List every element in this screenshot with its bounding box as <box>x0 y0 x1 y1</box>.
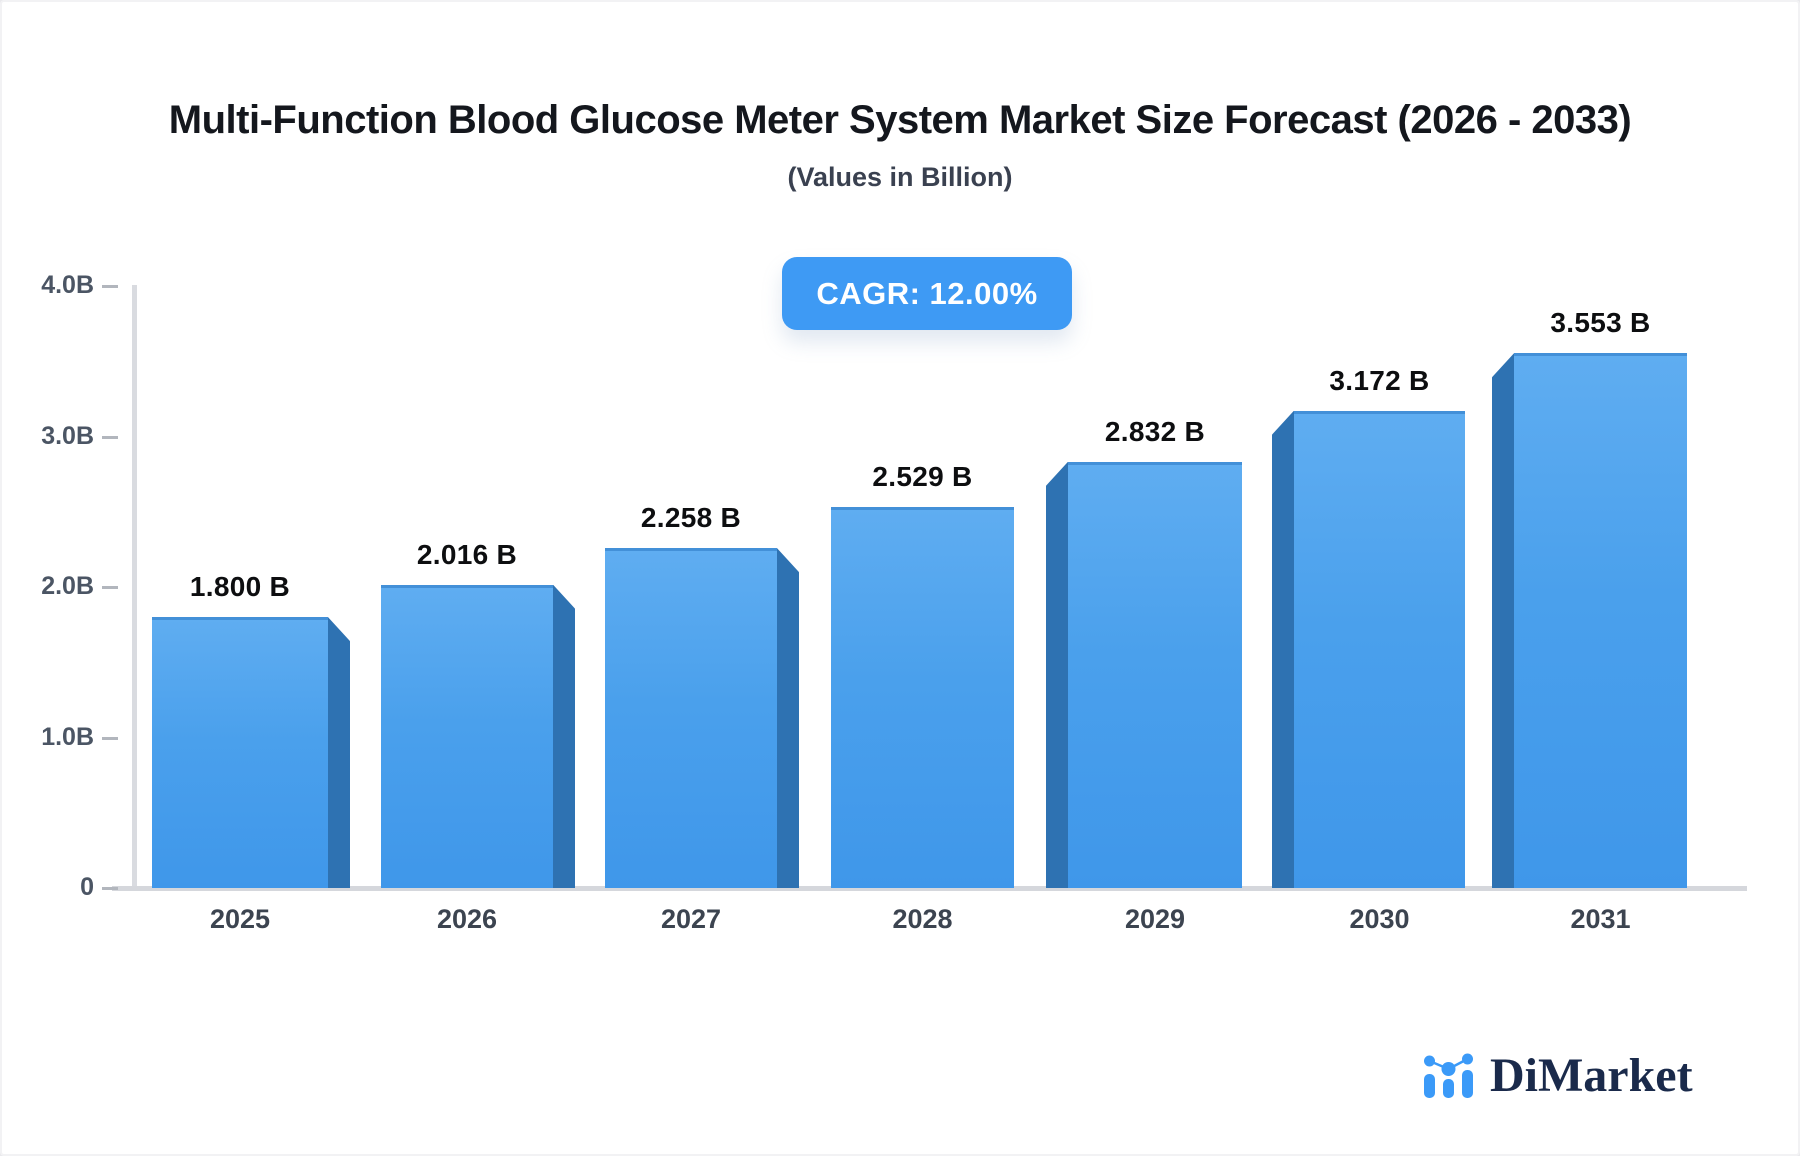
bar-2029 <box>1068 461 1242 888</box>
x-axis-label: 2026 <box>436 904 498 934</box>
cagr-badge-label: CAGR: 12.00% <box>816 275 1038 311</box>
y-tick-label: 3.0B <box>41 421 94 450</box>
bar-side-2031 <box>1492 353 1514 888</box>
bar-2025 <box>152 617 328 888</box>
bar-value-label: 2.832 B <box>1104 415 1206 447</box>
x-axis-label: 2028 <box>892 904 953 934</box>
y-tick-dash <box>102 285 118 288</box>
brand-logo: DiMarket <box>1422 1044 1693 1108</box>
bar-side-2029 <box>1046 461 1068 888</box>
x-axis-label: 2030 <box>1349 904 1410 934</box>
brand-name: DiMarket <box>1490 1049 1693 1102</box>
bar-side-2030 <box>1272 410 1294 888</box>
bar-side-2027 <box>777 548 799 888</box>
bar-side-2026 <box>553 584 575 888</box>
bar-side-2025 <box>328 617 350 888</box>
y-tick-dash <box>102 586 118 589</box>
bar-value-label: 3.172 B <box>1329 364 1430 396</box>
y-axis-line <box>132 285 137 889</box>
bar-value-label: 3.553 B <box>1550 307 1651 339</box>
bar-2028 <box>831 507 1014 888</box>
y-tick-label: 0 <box>80 873 94 901</box>
dimarket-logo-icon <box>1424 1053 1473 1098</box>
bar-value-label: 1.800 B <box>189 571 291 603</box>
y-tick-dash <box>102 887 118 890</box>
x-axis-line <box>112 886 1747 891</box>
x-axis-label: 2025 <box>209 904 271 934</box>
bar-value-label: 2.016 B <box>416 538 518 570</box>
bar-value-label: 2.258 B <box>640 502 742 534</box>
bar-2027 <box>605 548 777 888</box>
bar-2030 <box>1294 410 1465 888</box>
x-axis-label: 2031 <box>1570 904 1631 934</box>
bar-value-label: 2.529 B <box>872 461 973 493</box>
x-axis-label: 2027 <box>660 904 722 934</box>
page-subtitle: (Values in Billion) <box>787 162 1013 192</box>
bar-2026 <box>381 584 553 888</box>
x-axis-label: 2029 <box>1124 904 1186 934</box>
bar-2031 <box>1514 353 1687 888</box>
cagr-badge: CAGR: 12.00% <box>782 257 1072 330</box>
page-title: Multi-Function Blood Glucose Meter Syste… <box>168 98 1632 142</box>
y-tick-label: 4.0B <box>41 271 94 299</box>
y-tick-label: 2.0B <box>41 572 94 600</box>
y-tick-dash <box>102 736 118 740</box>
y-tick-dash <box>102 435 118 439</box>
y-tick-label: 1.0B <box>41 722 94 751</box>
